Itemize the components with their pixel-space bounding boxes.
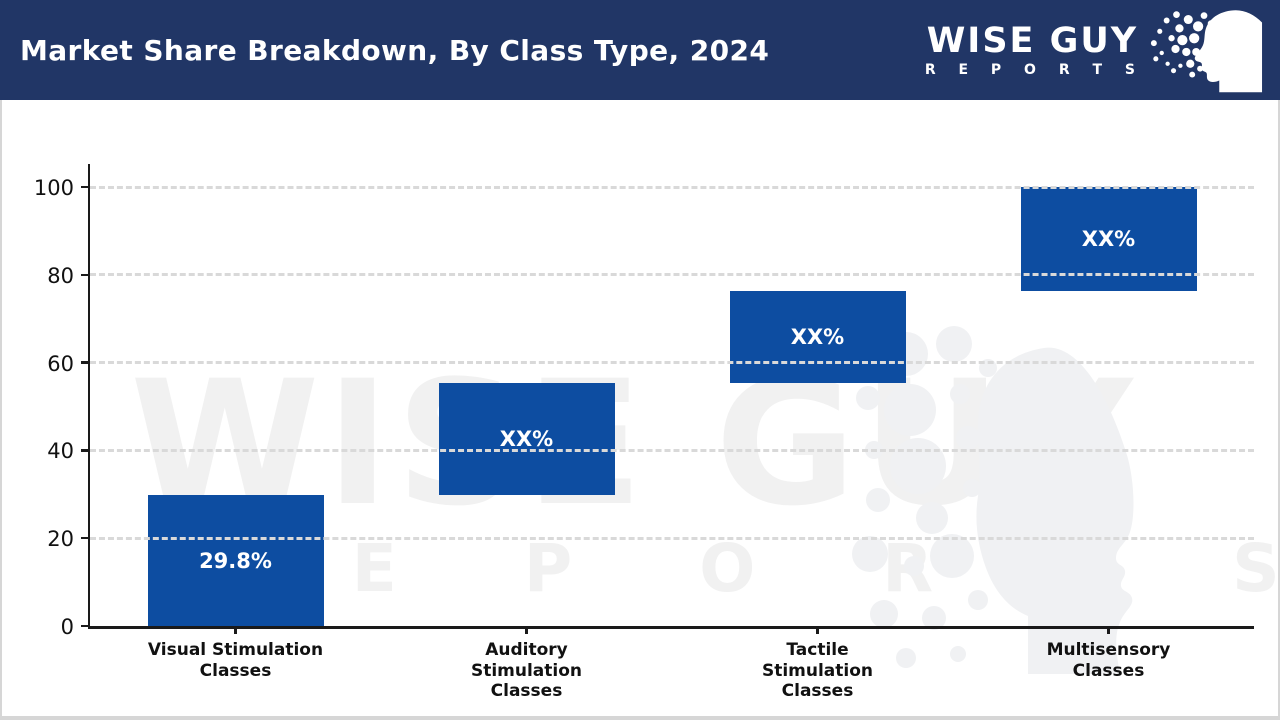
x-category-label: Tactile Stimulation Classes xyxy=(761,640,874,702)
x-axis-spine xyxy=(87,626,1254,629)
wiseguy-logo: WISE GUY R E P O R T S xyxy=(921,7,1264,93)
chart-canvas: WISE GUY R E P O R T S 29.8% Visual Stimu… xyxy=(0,100,1280,720)
bar-segment: 29.8% xyxy=(147,495,324,626)
grid-line xyxy=(90,185,1254,189)
logo-wordmark: WISE GUY R E P O R T S xyxy=(921,20,1144,78)
grid-line xyxy=(90,361,1254,365)
bar-value-label: XX% xyxy=(499,426,554,451)
bar-value-label: 29.8% xyxy=(199,548,272,573)
bar-value-label: XX% xyxy=(1081,226,1136,251)
logo-line-reports: R E P O R T S xyxy=(924,61,1144,78)
x-tick-mark xyxy=(234,626,237,634)
x-tick-mark xyxy=(1107,626,1110,634)
y-tick-mark xyxy=(81,536,90,540)
grid-line xyxy=(90,536,1254,540)
y-tick-label: 20 xyxy=(47,527,74,552)
y-tick-label: 80 xyxy=(47,263,74,288)
x-tick-mark xyxy=(525,626,528,634)
bar-segment: XX% xyxy=(729,290,906,383)
x-category-label: Visual Stimulation Classes xyxy=(147,640,324,681)
x-category-label: Auditory Stimulation Classes xyxy=(470,640,583,702)
bar-segment: XX% xyxy=(438,382,615,496)
page-title: Market Share Breakdown, By Class Type, 2… xyxy=(20,33,770,67)
y-tick-mark xyxy=(81,449,90,452)
grid-line xyxy=(90,448,1254,452)
y-axis-spine xyxy=(87,164,90,629)
grid-line xyxy=(90,273,1254,277)
y-tick-mark xyxy=(81,185,90,189)
wiseguy-face-icon xyxy=(1150,10,1263,93)
y-tick-label: 100 xyxy=(33,176,74,200)
watermark-face-icon xyxy=(852,326,1134,674)
logo-line-wise-guy: WISE GUY xyxy=(926,20,1139,61)
y-tick-label: 60 xyxy=(47,351,74,376)
y-tick-label: 40 xyxy=(47,439,74,464)
y-tick-label: 0 xyxy=(60,615,74,639)
y-tick-mark xyxy=(81,361,90,364)
y-tick-mark xyxy=(81,273,90,277)
y-tick-mark xyxy=(81,624,90,628)
x-category-label: Multisensory Classes xyxy=(1046,640,1171,681)
x-tick-mark xyxy=(816,626,819,634)
bar-value-label: XX% xyxy=(790,324,845,349)
header-bar: Market Share Breakdown, By Class Type, 2… xyxy=(0,0,1280,100)
